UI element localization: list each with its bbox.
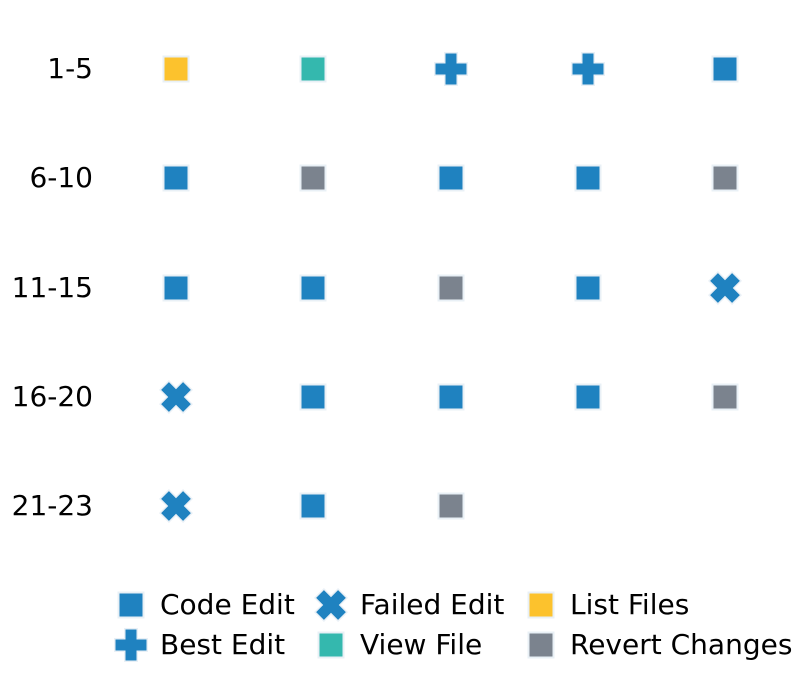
failed-edit-marker [156,377,196,417]
code-edit-marker [299,383,328,412]
legend-label-revert-changes: Revert Changes [570,628,793,661]
revert-changes-marker [711,383,740,412]
legend-view-file-square-icon [317,631,346,660]
list-files-marker [162,55,191,84]
code-edit-marker [437,164,466,193]
y-axis-label-21-23: 21-23 [11,489,93,522]
legend-label-best-edit: Best Edit [160,628,286,661]
revert-changes-marker [711,164,740,193]
y-axis-label-6-10: 6-10 [29,161,93,194]
revert-changes-marker [437,492,466,521]
revert-changes-marker [437,274,466,303]
failed-edit-marker [705,268,745,308]
legend-failed-edit-x-icon [311,585,351,625]
code-edit-marker [574,164,603,193]
code-edit-marker [299,274,328,303]
failed-edit-marker [156,486,196,526]
best-edit-marker [568,49,608,89]
legend-label-failed-edit: Failed Edit [360,588,505,621]
legend-code-edit-square-icon [117,591,146,620]
legend-best-edit-plus-icon [111,625,151,665]
y-axis-label-16-20: 16-20 [11,380,93,413]
code-edit-marker [162,164,191,193]
legend-revert-changes-square-icon [527,631,556,660]
legend-list-files-square-icon [527,591,556,620]
code-edit-marker [574,274,603,303]
code-edit-marker [711,55,740,84]
code-edit-marker [574,383,603,412]
view-file-marker [299,55,328,84]
best-edit-marker [431,49,471,89]
legend-label-code-edit: Code Edit [160,588,295,621]
y-axis-label-1-5: 1-5 [47,52,93,85]
code-edit-marker [437,383,466,412]
code-edit-marker [299,492,328,521]
legend-label-list-files: List Files [570,588,690,621]
revert-changes-marker [299,164,328,193]
y-axis-label-11-15: 11-15 [11,271,93,304]
code-edit-marker [162,274,191,303]
legend-label-view-file: View File [360,628,483,661]
